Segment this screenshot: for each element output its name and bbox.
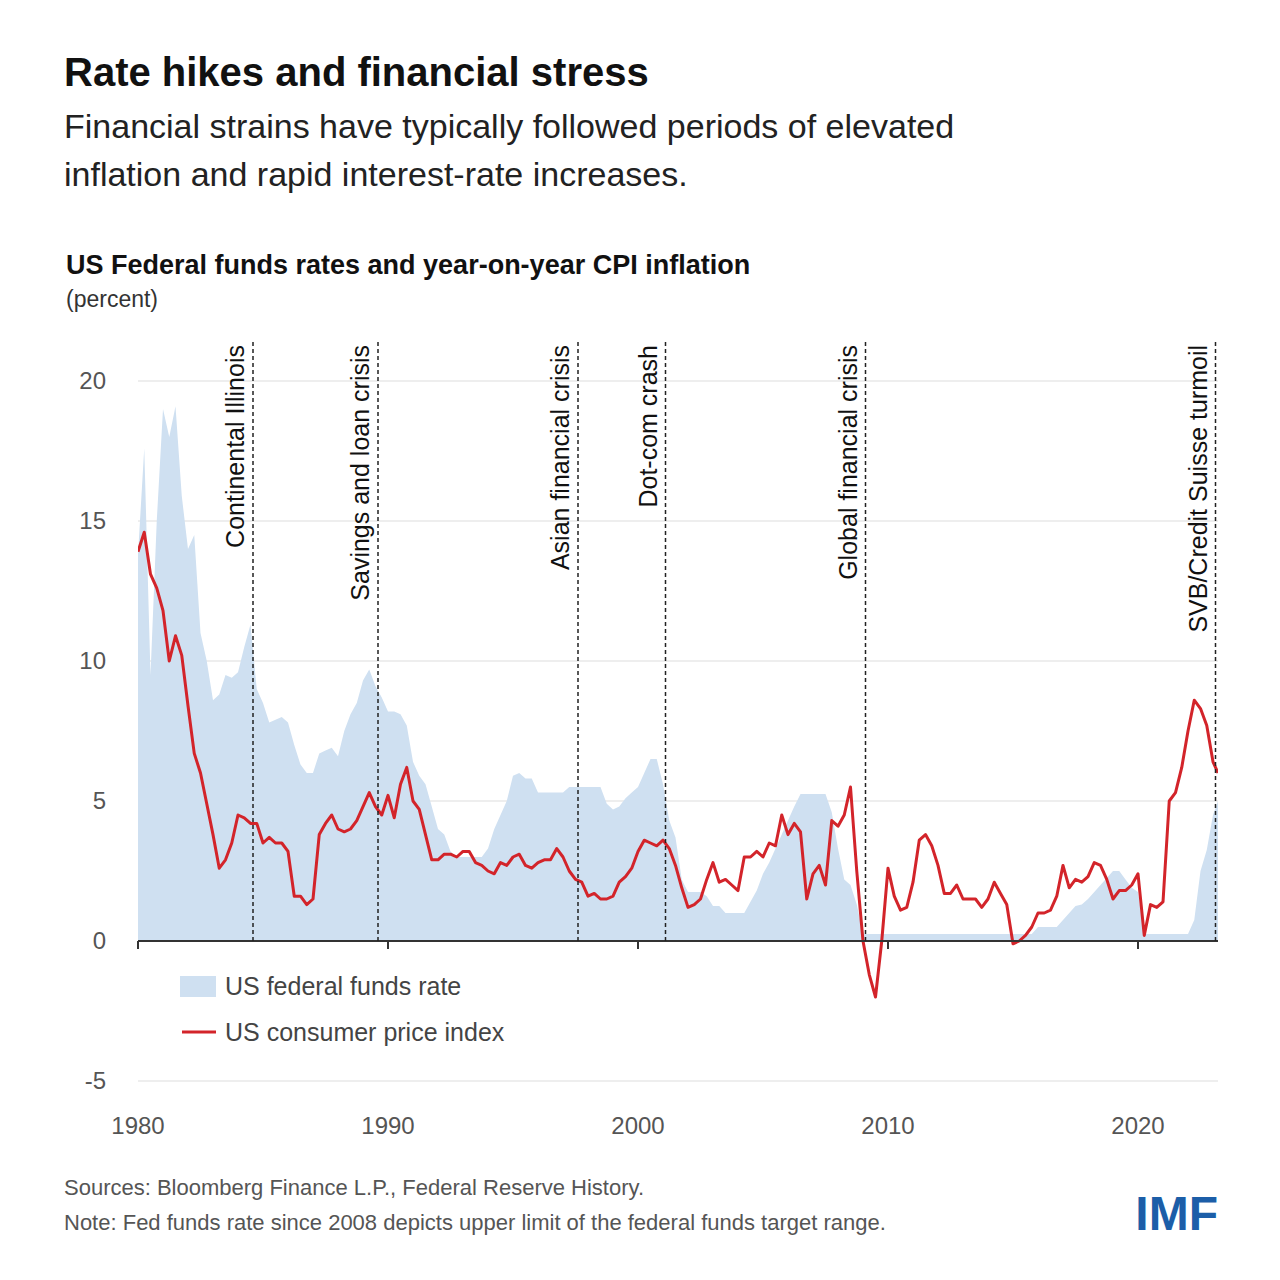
y-tick-label: -5 bbox=[85, 1067, 106, 1094]
event-label: Dot-com crash bbox=[634, 345, 662, 508]
event-line bbox=[577, 342, 579, 941]
y-tick-label: 15 bbox=[79, 507, 106, 534]
grid-line bbox=[138, 521, 1218, 522]
chart: Rate hikes and financial stress Financial… bbox=[0, 0, 1280, 1280]
legend-swatch bbox=[180, 976, 216, 997]
grid-line bbox=[138, 661, 1218, 662]
event-line bbox=[865, 342, 867, 941]
y-tick-label: 10 bbox=[79, 647, 106, 674]
x-tick-label: 1980 bbox=[111, 1112, 164, 1139]
grid-line bbox=[138, 1081, 1218, 1082]
event-line bbox=[252, 342, 254, 941]
title: Rate hikes and financial stress bbox=[64, 50, 649, 94]
chart-title: US Federal funds rates and year-on-year … bbox=[66, 250, 750, 280]
line-series bbox=[138, 532, 1218, 997]
x-tick bbox=[637, 941, 639, 949]
x-tick bbox=[137, 941, 139, 949]
x-tick-label: 2020 bbox=[1111, 1112, 1164, 1139]
legend-swatch bbox=[182, 1031, 216, 1034]
event-label: Savings and loan crisis bbox=[346, 345, 374, 601]
source: Sources: Bloomberg Finance L.P., Federal… bbox=[64, 1175, 644, 1200]
x-tick bbox=[1137, 941, 1139, 949]
logo: IMF bbox=[1135, 1187, 1218, 1240]
event-label: Continental Illinois bbox=[221, 345, 249, 548]
y-label: (percent) bbox=[66, 286, 158, 312]
x-tick-label: 1990 bbox=[361, 1112, 414, 1139]
event-line bbox=[665, 342, 667, 941]
event-line bbox=[377, 342, 379, 941]
x-axis bbox=[138, 940, 1218, 942]
plot-area bbox=[138, 406, 1218, 997]
grid-line bbox=[138, 381, 1218, 382]
note: Note: Fed funds rate since 2008 depicts … bbox=[64, 1210, 886, 1235]
legend-label: US federal funds rate bbox=[225, 972, 461, 1000]
area-series bbox=[138, 406, 1218, 941]
x-tick bbox=[887, 941, 889, 949]
subtitle: inflation and rapid interest-rate increa… bbox=[64, 155, 688, 193]
event-label: Global financial crisis bbox=[834, 345, 862, 580]
y-tick-label: 20 bbox=[79, 367, 106, 394]
event-label: SVB/Credit Suisse turmoil bbox=[1184, 345, 1212, 633]
x-tick-label: 2010 bbox=[861, 1112, 914, 1139]
x-tick bbox=[387, 941, 389, 949]
subtitle: Financial strains have typically followe… bbox=[64, 107, 954, 145]
event-label: Asian financial crisis bbox=[546, 345, 574, 570]
event-line bbox=[1215, 342, 1217, 941]
x-tick-label: 2000 bbox=[611, 1112, 664, 1139]
y-tick-label: 0 bbox=[93, 927, 106, 954]
y-tick-label: 5 bbox=[93, 787, 106, 814]
legend-label: US consumer price index bbox=[225, 1018, 505, 1046]
